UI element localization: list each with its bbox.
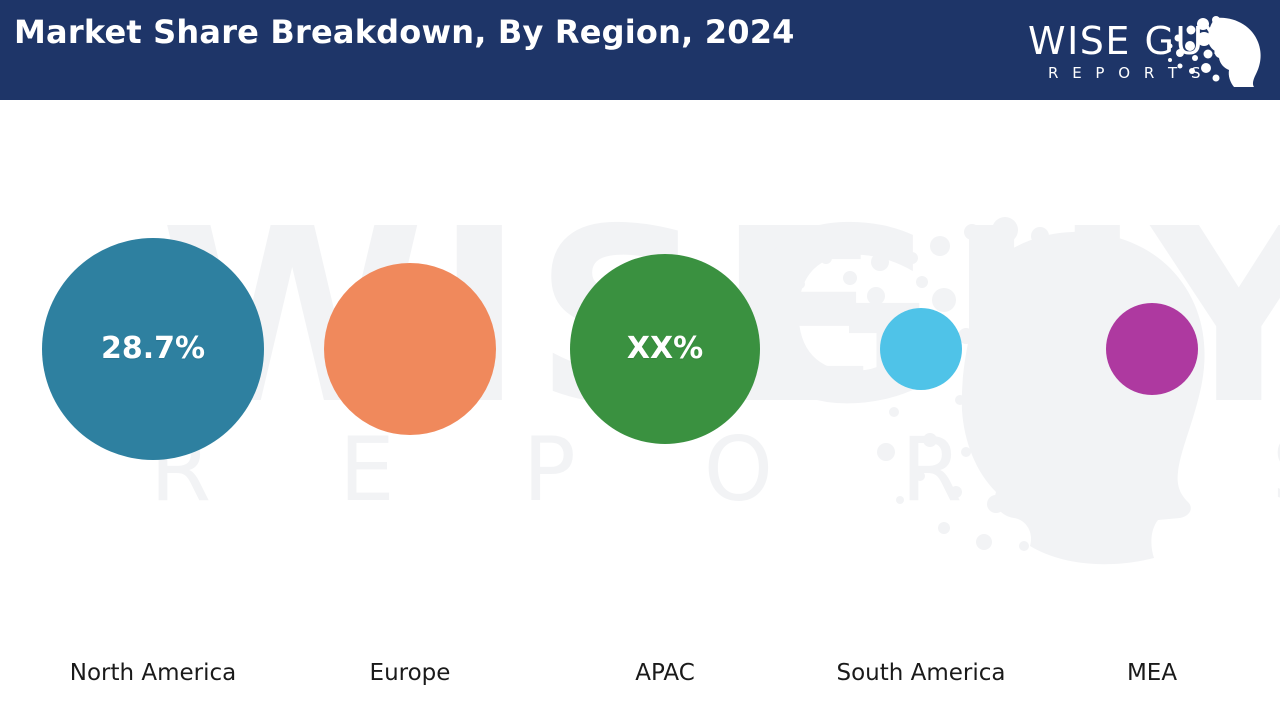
bubble-south-america[interactable]: [880, 308, 962, 390]
svg-text:R E P O R T S: R E P O R T S: [1048, 64, 1205, 82]
chart-plot-area: WISE GUY R E P O R T S 28.7% XX%: [0, 100, 1280, 720]
category-axis-labels: North America Europe APAC South America …: [0, 660, 1280, 720]
bubble-value-north-america: 28.7%: [100, 331, 206, 366]
bubble-north-america[interactable]: 28.7%: [42, 238, 264, 460]
category-label-apac: APAC: [635, 660, 695, 686]
category-label-south-america: South America: [836, 660, 1006, 686]
page-title: Market Share Breakdown, By Region, 2024: [14, 13, 795, 51]
category-label-mea: MEA: [1126, 660, 1178, 686]
bubble-mea[interactable]: [1106, 303, 1198, 395]
category-label-north-america: North America: [69, 660, 237, 686]
svg-text:WISE GUY: WISE GUY: [1028, 19, 1229, 63]
wise-guy-reports-logo: WISE GUY R E P O R T S: [1020, 8, 1270, 92]
bubble-series: 28.7% XX%: [0, 100, 1280, 720]
bubble-europe[interactable]: [324, 263, 496, 435]
category-label-europe: Europe: [369, 660, 451, 686]
bubble-value-apac: XX%: [626, 331, 704, 366]
chart-header: Market Share Breakdown, By Region, 2024: [0, 0, 1280, 100]
bubble-apac[interactable]: XX%: [570, 254, 760, 444]
